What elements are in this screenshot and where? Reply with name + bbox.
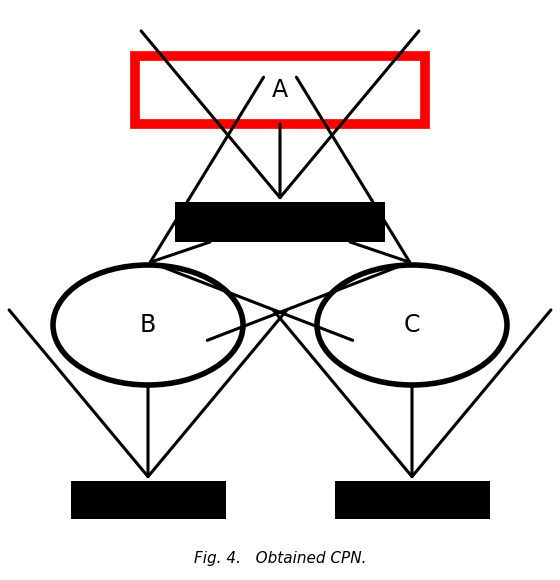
Ellipse shape bbox=[317, 265, 507, 385]
Text: A: A bbox=[272, 78, 288, 102]
Bar bbox=[71, 481, 226, 519]
FancyBboxPatch shape bbox=[135, 56, 425, 124]
Bar bbox=[334, 481, 489, 519]
Text: B: B bbox=[140, 313, 156, 337]
Ellipse shape bbox=[53, 265, 243, 385]
Bar bbox=[175, 202, 385, 242]
Text: Fig. 4.   Obtained CPN.: Fig. 4. Obtained CPN. bbox=[194, 550, 366, 566]
Text: C: C bbox=[404, 313, 420, 337]
